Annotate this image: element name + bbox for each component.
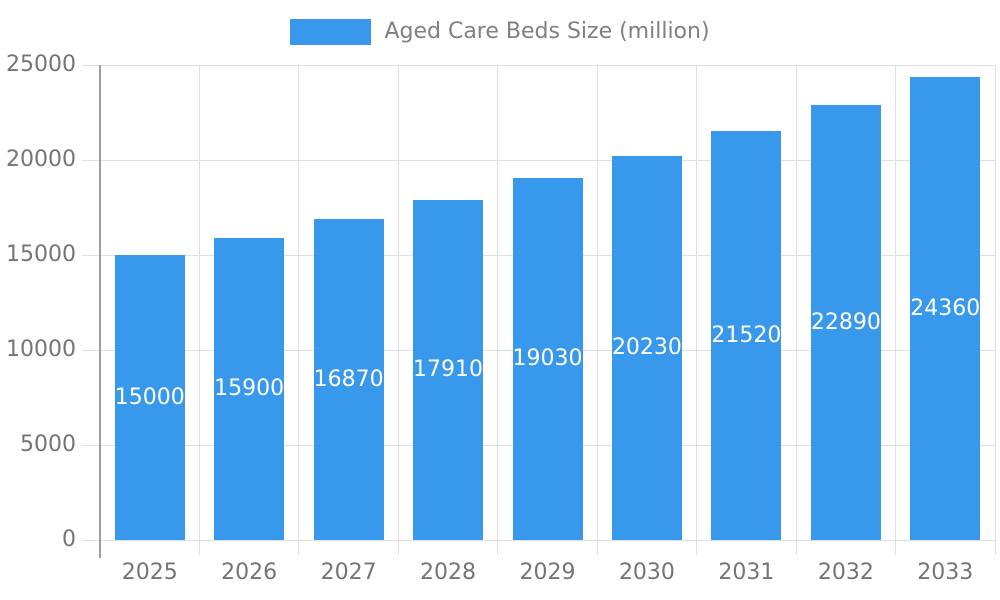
x-gridline: [994, 65, 996, 555]
bar: [413, 199, 484, 540]
bar: [611, 155, 682, 540]
x-gridline: [596, 65, 598, 555]
bar-value-label: 20230: [611, 334, 682, 360]
y-tick-label: 10000: [6, 337, 76, 362]
legend-label: Aged Care Beds Size (million): [384, 19, 710, 44]
x-tick-label: 2025: [121, 560, 178, 585]
bar-value-label: 15900: [214, 375, 285, 401]
bar: [313, 219, 384, 540]
x-tick-label: 2028: [420, 560, 477, 585]
bar-value-label: 21520: [711, 322, 782, 348]
y-tick-label: 25000: [6, 52, 76, 77]
bar: [711, 131, 782, 540]
x-gridline: [795, 65, 797, 555]
y-axis-line: [99, 65, 101, 558]
y-tick-label: 0: [62, 527, 76, 552]
bar: [512, 178, 583, 540]
x-gridline: [397, 65, 399, 555]
bar-value-label: 22890: [810, 309, 881, 335]
y-tick-label: 15000: [6, 242, 76, 267]
x-gridline: [298, 65, 300, 555]
bar-value-label: 24360: [910, 295, 981, 321]
bar-value-label: 15000: [114, 384, 185, 410]
x-gridline: [198, 65, 200, 555]
bar: [214, 237, 285, 540]
bar-value-label: 16870: [313, 366, 384, 392]
y-tick-label: 20000: [6, 147, 76, 172]
legend: Aged Care Beds Size (million): [0, 19, 1000, 45]
x-gridline: [497, 65, 499, 555]
x-tick-label: 2032: [817, 560, 874, 585]
bar: [910, 77, 981, 540]
x-tick-label: 2027: [320, 560, 377, 585]
y-gridline: [82, 64, 995, 66]
x-tick-label: 2026: [221, 560, 278, 585]
bar: [114, 255, 185, 540]
legend-swatch: [290, 19, 372, 45]
x-gridline: [895, 65, 897, 555]
bar-value-label: 19030: [512, 346, 583, 372]
x-tick-label: 2029: [519, 560, 576, 585]
y-gridline: [82, 159, 995, 161]
x-gridline: [696, 65, 698, 555]
x-tick-label: 2033: [917, 560, 974, 585]
y-tick-label: 5000: [20, 432, 76, 457]
y-gridline: [82, 539, 995, 541]
bar-value-label: 17910: [413, 356, 484, 382]
bar: [810, 105, 881, 540]
x-tick-label: 2030: [618, 560, 675, 585]
x-tick-label: 2031: [718, 560, 775, 585]
